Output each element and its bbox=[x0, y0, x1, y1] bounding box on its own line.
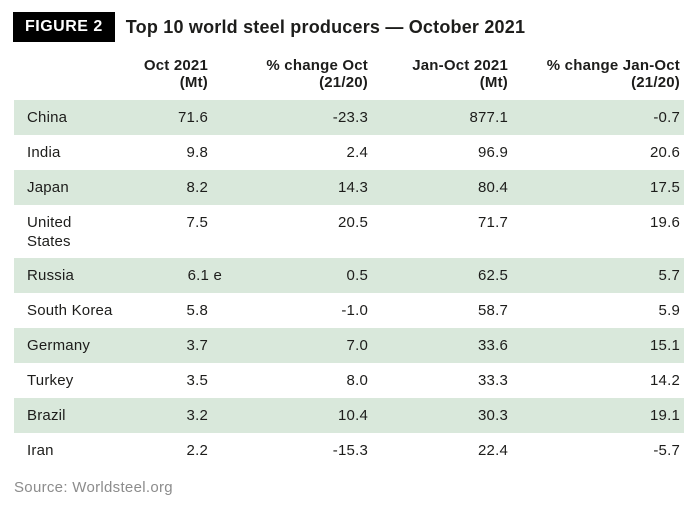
cell-germany-pct-oct: 7.0 bbox=[346, 337, 368, 354]
steel-producers-table: Oct 2021 (Mt) % change Oct (21/20) Jan-O… bbox=[14, 52, 684, 468]
table-row-brazil: Brazil 3.2 10.4 30.3 19.1 bbox=[14, 398, 684, 433]
cell-brazil-pct-oct: 10.4 bbox=[338, 407, 368, 424]
column-header-jan-oct-2021-mt: Jan-Oct 2021 (Mt) bbox=[412, 57, 508, 91]
row-label-russia: Russia bbox=[27, 267, 75, 284]
row-label-india: India bbox=[27, 144, 61, 161]
table-row-south-korea: South Korea 5.8 -1.0 58.7 5.9 bbox=[14, 293, 684, 328]
cell-korea-janoct-mt: 58.7 bbox=[478, 302, 508, 319]
row-label-china: China bbox=[27, 109, 68, 126]
row-label-germany: Germany bbox=[27, 337, 91, 354]
cell-iran-pct-oct: -15.3 bbox=[332, 442, 368, 459]
cell-china-janoct-mt: 877.1 bbox=[469, 109, 508, 126]
cell-india-oct-mt: 9.8 bbox=[186, 144, 208, 161]
table-row-china: China 71.6 -23.3 877.1 -0.7 bbox=[14, 100, 684, 135]
row-label-turkey: Turkey bbox=[27, 372, 74, 389]
row-label-iran: Iran bbox=[27, 442, 54, 459]
column-header-pct-change-jan-oct: % change Jan-Oct (21/20) bbox=[546, 57, 680, 91]
cell-korea-oct-mt: 5.8 bbox=[186, 302, 208, 319]
table-row-russia: Russia 6.1 e 0.5 62.5 5.7 bbox=[14, 258, 684, 293]
table-row-japan: Japan 8.2 14.3 80.4 17.5 bbox=[14, 170, 684, 205]
cell-korea-pct-oct: -1.0 bbox=[341, 302, 368, 319]
cell-turkey-pct-oct: 8.0 bbox=[346, 372, 368, 389]
source-note: Source: Worldsteel.org bbox=[14, 479, 173, 496]
figure-title: Top 10 world steel producers — October 2… bbox=[125, 16, 526, 37]
cell-us-pct-janoct: 19.6 bbox=[650, 214, 680, 231]
column-header-country bbox=[14, 52, 139, 100]
column-header-oct-2021-mt: Oct 2021 (Mt) bbox=[143, 57, 208, 91]
row-label-japan: Japan bbox=[27, 179, 69, 196]
cell-turkey-oct-mt: 3.5 bbox=[186, 372, 208, 389]
table-row-india: India 9.8 2.4 96.9 20.6 bbox=[14, 135, 684, 170]
cell-japan-pct-janoct: 17.5 bbox=[650, 179, 680, 196]
cell-korea-pct-janoct: 5.9 bbox=[658, 302, 680, 319]
cell-us-janoct-mt: 71.7 bbox=[478, 214, 508, 231]
cell-japan-janoct-mt: 80.4 bbox=[478, 179, 508, 196]
cell-germany-janoct-mt: 33.6 bbox=[478, 337, 508, 354]
cell-india-janoct-mt: 96.9 bbox=[478, 144, 508, 161]
cell-japan-pct-oct: 14.3 bbox=[338, 179, 368, 196]
row-label-united-states: United States bbox=[27, 214, 72, 250]
table-header-row: Oct 2021 (Mt) % change Oct (21/20) Jan-O… bbox=[14, 52, 684, 100]
table-row-united-states: United States 7.5 20.5 71.7 19.6 bbox=[14, 205, 684, 258]
figure-label-badge: FIGURE 2 bbox=[13, 12, 115, 42]
cell-germany-pct-janoct: 15.1 bbox=[650, 337, 680, 354]
table-row-iran: Iran 2.2 -15.3 22.4 -5.7 bbox=[14, 433, 684, 468]
row-label-south-korea: South Korea bbox=[27, 302, 113, 319]
table-row-germany: Germany 3.7 7.0 33.6 15.1 bbox=[14, 328, 684, 363]
cell-germany-oct-mt: 3.7 bbox=[186, 337, 208, 354]
cell-turkey-janoct-mt: 33.3 bbox=[478, 372, 508, 389]
cell-china-pct-janoct: -0.7 bbox=[653, 109, 680, 126]
cell-japan-oct-mt: 8.2 bbox=[186, 179, 208, 196]
cell-us-pct-oct: 20.5 bbox=[338, 214, 368, 231]
cell-brazil-oct-mt: 3.2 bbox=[186, 407, 208, 424]
cell-turkey-pct-janoct: 14.2 bbox=[650, 372, 680, 389]
cell-russia-janoct-mt: 62.5 bbox=[478, 267, 508, 284]
cell-russia-pct-janoct: 5.7 bbox=[658, 267, 680, 284]
cell-india-pct-oct: 2.4 bbox=[346, 144, 368, 161]
cell-brazil-pct-janoct: 19.1 bbox=[650, 407, 680, 424]
cell-russia-pct-oct: 0.5 bbox=[346, 267, 368, 284]
cell-iran-oct-mt: 2.2 bbox=[186, 442, 208, 459]
cell-iran-pct-janoct: -5.7 bbox=[653, 442, 680, 459]
cell-russia-oct-mt-estimated: 6.1 e bbox=[187, 267, 222, 284]
cell-china-pct-oct: -23.3 bbox=[332, 109, 368, 126]
cell-iran-janoct-mt: 22.4 bbox=[478, 442, 508, 459]
cell-us-oct-mt: 7.5 bbox=[186, 214, 208, 231]
table-row-turkey: Turkey 3.5 8.0 33.3 14.2 bbox=[14, 363, 684, 398]
row-label-brazil: Brazil bbox=[27, 407, 66, 424]
cell-china-oct-mt: 71.6 bbox=[178, 109, 208, 126]
figure-header: FIGURE 2 Top 10 world steel producers — … bbox=[13, 12, 525, 42]
cell-brazil-janoct-mt: 30.3 bbox=[478, 407, 508, 424]
column-header-pct-change-oct: % change Oct (21/20) bbox=[266, 57, 368, 91]
cell-india-pct-janoct: 20.6 bbox=[650, 144, 680, 161]
